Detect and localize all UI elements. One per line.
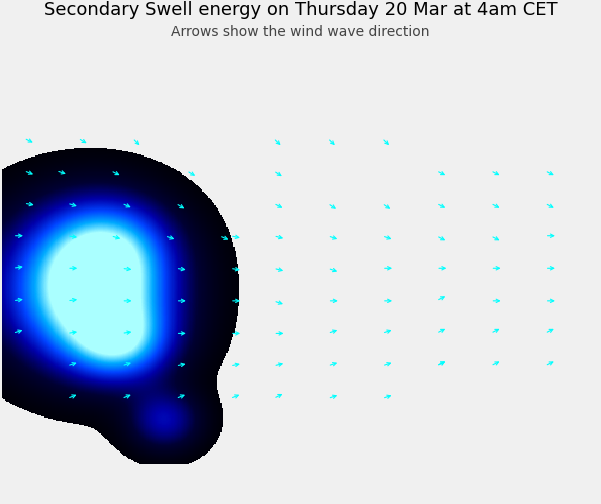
Text: Secondary Swell energy on Thursday 20 Mar at 4am CET: Secondary Swell energy on Thursday 20 Ma…	[44, 1, 557, 19]
Text: Arrows show the wind wave direction: Arrows show the wind wave direction	[171, 25, 430, 39]
